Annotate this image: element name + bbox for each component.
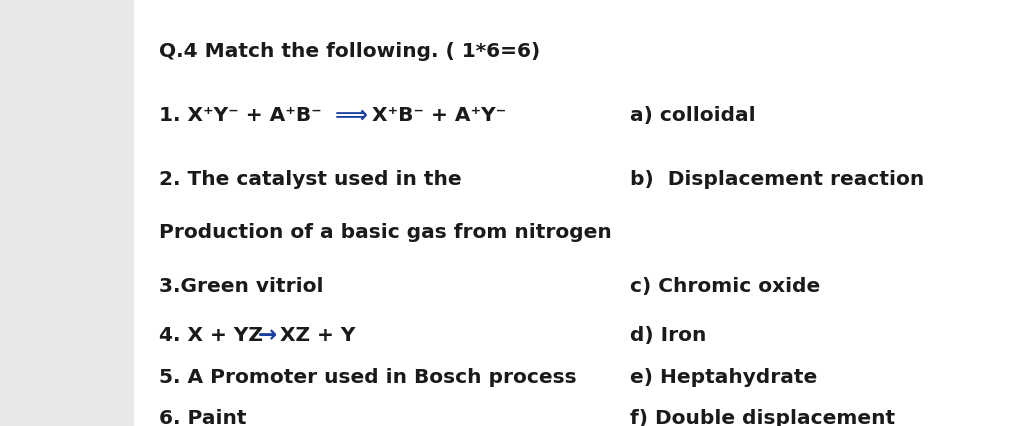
Text: X⁺B⁻ + A⁺Y⁻: X⁺B⁻ + A⁺Y⁻ [372,106,506,124]
Text: d) Iron: d) Iron [630,325,707,344]
Text: b)  Displacement reaction: b) Displacement reaction [630,170,924,188]
Text: f) Double displacement: f) Double displacement [630,408,895,426]
Text: Production of a basic gas from nitrogen: Production of a basic gas from nitrogen [159,223,611,242]
Text: 5. A Promoter used in Bosch process: 5. A Promoter used in Bosch process [159,368,577,386]
Text: ⟹: ⟹ [335,104,368,127]
Text: c) Chromic oxide: c) Chromic oxide [630,276,820,295]
Text: 1. X⁺Y⁻ + A⁺B⁻: 1. X⁺Y⁻ + A⁺B⁻ [159,106,322,124]
Text: Q.4 Match the following. ( 1*6=6): Q.4 Match the following. ( 1*6=6) [159,42,540,60]
Text: 4. X + YZ: 4. X + YZ [159,325,262,344]
Text: 2. The catalyst used in the: 2. The catalyst used in the [159,170,462,188]
Text: 6. Paint: 6. Paint [159,408,246,426]
Text: e) Heptahydrate: e) Heptahydrate [630,368,817,386]
Text: a) colloidal: a) colloidal [630,106,756,124]
Text: 3.Green vitriol: 3.Green vitriol [159,276,324,295]
Text: →: → [258,323,278,346]
Text: XZ + Y: XZ + Y [280,325,355,344]
Bar [0,0,133,426]
